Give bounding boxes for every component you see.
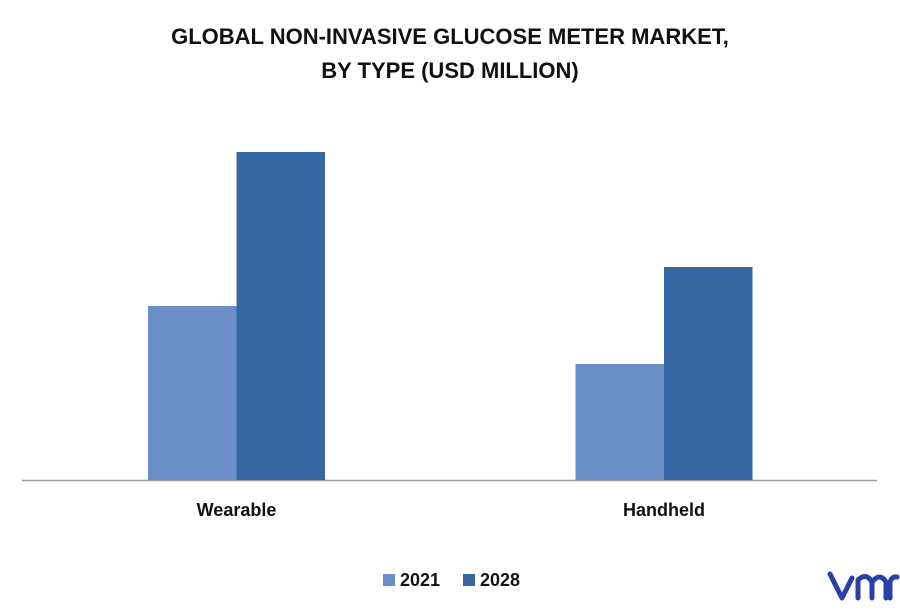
legend-swatch	[463, 574, 475, 586]
bar	[664, 267, 753, 480]
logo	[827, 571, 900, 601]
legend-label: 2021	[400, 570, 440, 590]
legend-label: 2028	[480, 570, 520, 590]
bar	[148, 306, 237, 480]
legend-swatch	[383, 574, 395, 586]
bar	[236, 152, 325, 480]
x-tick-label: Wearable	[197, 500, 277, 520]
x-tick-label: Handheld	[623, 500, 705, 520]
chart-title: GLOBAL NON-INVASIVE GLUCOSE METER MARKET…	[171, 24, 729, 49]
bar	[575, 364, 664, 480]
chart-title: BY TYPE (USD MILLION)	[321, 58, 579, 83]
